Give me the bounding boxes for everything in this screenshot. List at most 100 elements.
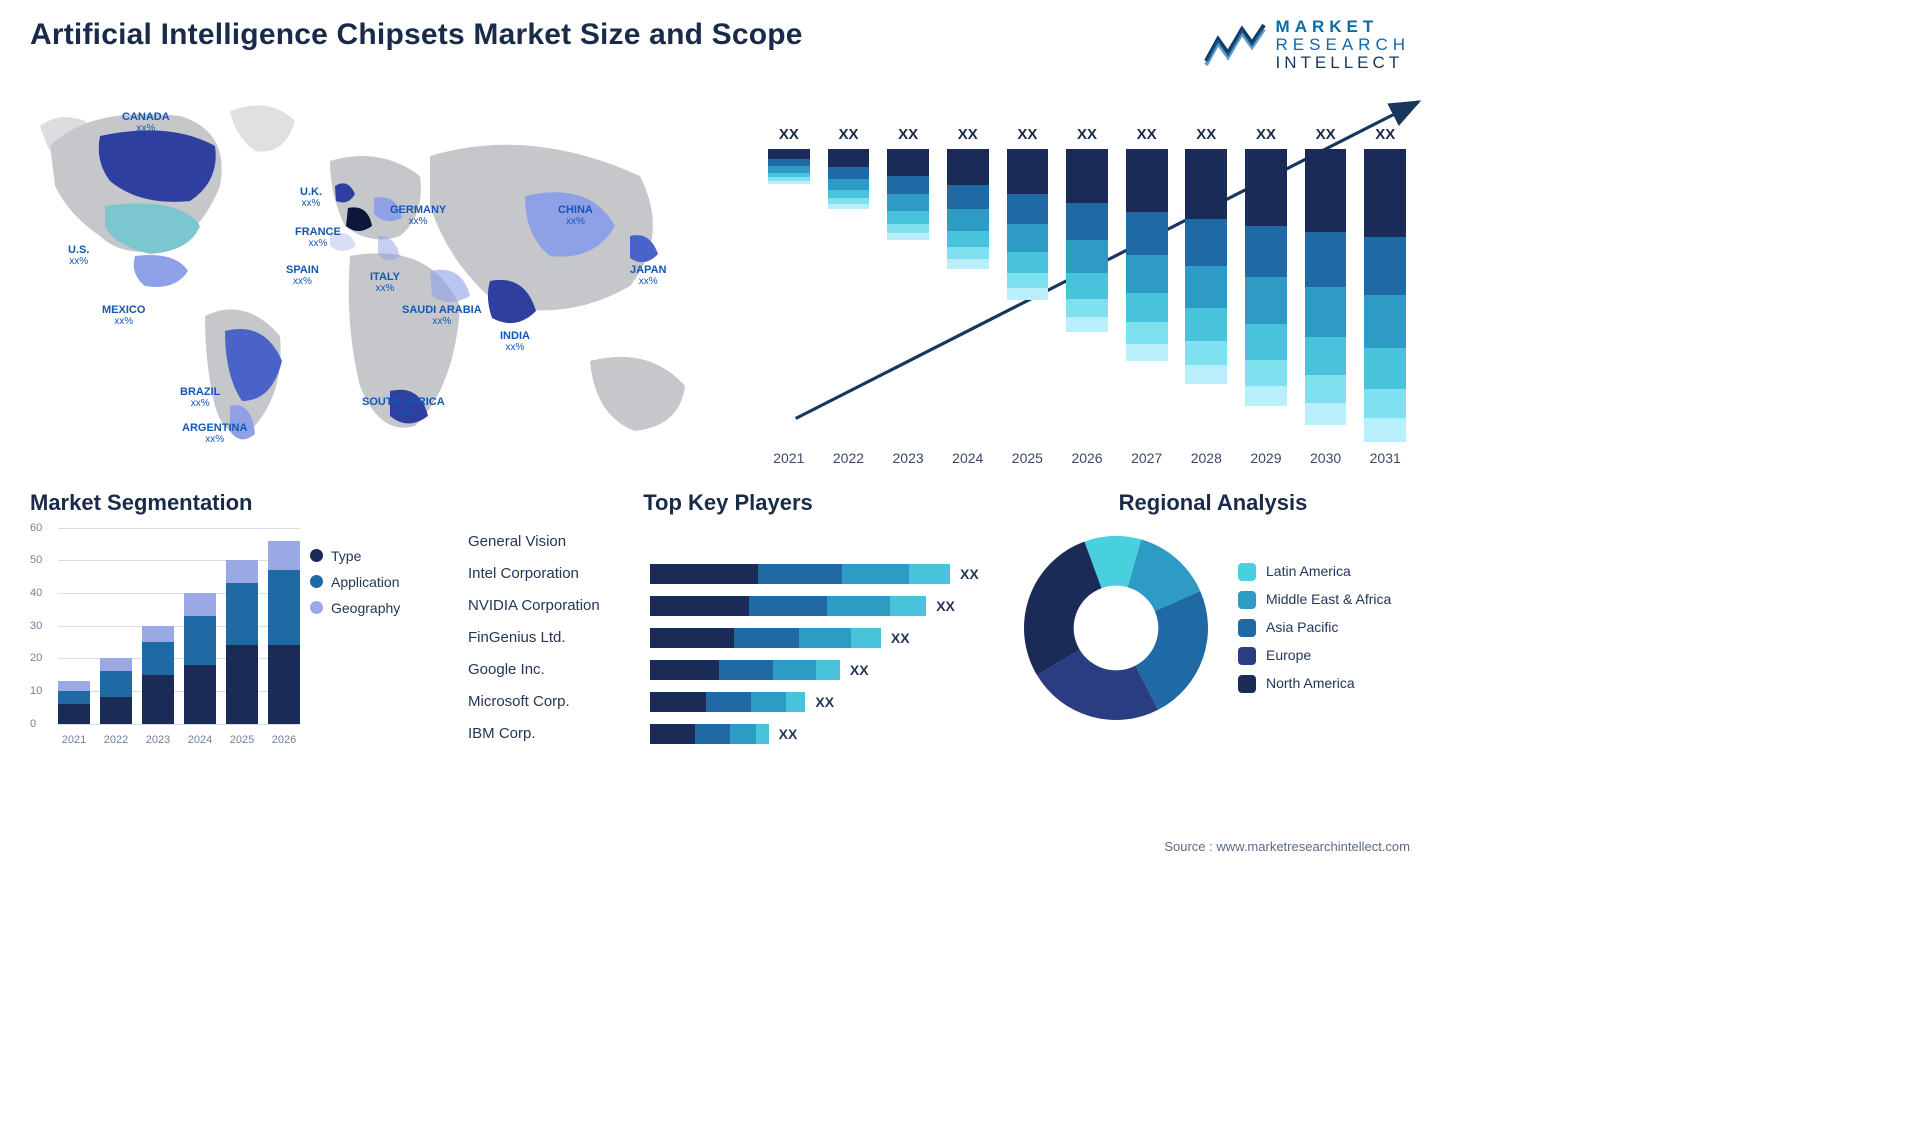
seg-bar-seg — [142, 626, 174, 642]
legend-swatch — [1238, 675, 1256, 693]
seg-x-year: 2025 — [226, 734, 258, 746]
key-players-title: Top Key Players — [468, 490, 988, 516]
legend-swatch — [1238, 647, 1256, 665]
map-label-spain: SPAINxx% — [286, 264, 319, 287]
legend-swatch — [310, 575, 323, 588]
main-bar-seg — [1305, 337, 1347, 376]
kp-bar-seg — [758, 564, 842, 584]
legend-label: Type — [331, 548, 361, 564]
kp-bar — [650, 564, 950, 584]
main-bar-seg — [947, 209, 989, 231]
main-bar-2021: XX — [764, 126, 814, 438]
main-bar-seg — [947, 231, 989, 248]
kp-row: Intel CorporationXX — [468, 560, 988, 588]
main-bar-seg — [1126, 255, 1168, 293]
legend-swatch — [1238, 563, 1256, 581]
main-bar-seg — [768, 159, 810, 166]
seg-bar-seg — [226, 560, 258, 583]
seg-ytick: 30 — [30, 620, 42, 632]
legend-label: Application — [331, 574, 400, 590]
map-label-u-k-: U.K.xx% — [300, 186, 322, 209]
main-bar-seg — [1245, 386, 1287, 407]
main-bar-2024: XX — [943, 126, 993, 438]
main-bar-seg — [828, 149, 870, 167]
main-bar-seg — [1185, 266, 1227, 308]
kp-bar-seg — [706, 692, 751, 712]
kp-bar-seg — [751, 692, 786, 712]
region-legend-item: Middle East & Africa — [1238, 591, 1391, 609]
main-bar-2028: XX — [1181, 126, 1231, 438]
kp-bar-seg — [773, 660, 816, 680]
kp-bar-seg — [749, 596, 827, 616]
main-bar-label: XX — [838, 126, 858, 143]
main-bar-seg — [1007, 288, 1049, 300]
seg-legend-item: Type — [310, 548, 440, 564]
main-bar-2027: XX — [1122, 126, 1172, 438]
kp-bar-seg — [650, 724, 695, 744]
main-bar-seg — [828, 190, 870, 198]
seg-ytick: 60 — [30, 522, 42, 534]
map-label-saudi-arabia: SAUDI ARABIAxx% — [402, 304, 482, 327]
kp-value: XX — [779, 726, 798, 742]
map-label-china: CHINAxx% — [558, 204, 593, 227]
map-label-argentina: ARGENTINAxx% — [182, 422, 247, 445]
seg-x-year: 2023 — [142, 734, 174, 746]
main-bar-seg — [1245, 226, 1287, 278]
legend-label: Geography — [331, 600, 400, 616]
kp-bar-seg — [909, 564, 950, 584]
main-bar-seg — [1007, 224, 1049, 251]
main-xaxis-year: 2024 — [943, 450, 993, 466]
main-bar-seg — [1364, 149, 1406, 237]
kp-bar-seg — [719, 660, 773, 680]
seg-bar-seg — [142, 675, 174, 724]
seg-ytick: 0 — [30, 718, 36, 730]
main-bar-seg — [1185, 308, 1227, 341]
kp-bar-seg — [786, 692, 805, 712]
main-bar-seg — [1185, 149, 1227, 220]
kp-row: FinGenius Ltd.XX — [468, 624, 988, 652]
main-bar-seg — [828, 179, 870, 190]
seg-bar-seg — [184, 665, 216, 724]
main-bar-seg — [1007, 149, 1049, 195]
kp-value: XX — [960, 566, 979, 582]
seg-bar-2026 — [268, 541, 300, 724]
kp-bar-seg — [799, 628, 851, 648]
main-bar-seg — [1066, 240, 1108, 273]
main-bar-seg — [887, 224, 929, 233]
seg-ytick: 50 — [30, 554, 42, 566]
kp-value: XX — [936, 598, 955, 614]
main-bar-seg — [1305, 403, 1347, 425]
seg-legend-item: Geography — [310, 600, 440, 616]
main-xaxis-year: 2027 — [1122, 450, 1172, 466]
kp-bar-seg — [650, 660, 719, 680]
main-bar-2023: XX — [883, 126, 933, 438]
map-label-mexico: MEXICOxx% — [102, 304, 145, 327]
main-bar-label: XX — [898, 126, 918, 143]
map-label-japan: JAPANxx% — [630, 264, 666, 287]
main-barchart: XXXXXXXXXXXXXXXXXXXXXX 20212022202320242… — [738, 86, 1410, 466]
kp-bar-seg — [851, 628, 881, 648]
main-bar-label: XX — [1316, 126, 1336, 143]
main-bar-label: XX — [1196, 126, 1216, 143]
main-bar-label: XX — [1137, 126, 1157, 143]
main-bar-seg — [947, 185, 989, 209]
main-bar-seg — [1364, 237, 1406, 296]
main-bar-label: XX — [1017, 126, 1037, 143]
main-xaxis-year: 2022 — [824, 450, 874, 466]
main-bar-seg — [1066, 203, 1108, 240]
seg-legend-item: Application — [310, 574, 440, 590]
main-bar-seg — [887, 211, 929, 224]
seg-bar-seg — [268, 570, 300, 645]
main-bar-seg — [1007, 273, 1049, 288]
kp-bar — [650, 692, 805, 712]
main-bar-seg — [1305, 149, 1347, 232]
region-legend-item: Latin America — [1238, 563, 1391, 581]
legend-label: Middle East & Africa — [1266, 591, 1391, 608]
brand-mark-icon — [1202, 21, 1266, 69]
key-players-panel: Top Key Players General VisionIntel Corp… — [468, 490, 988, 752]
map-label-canada: CANADAxx% — [122, 111, 170, 134]
main-bar-seg — [947, 259, 989, 269]
kp-row: IBM Corp.XX — [468, 720, 988, 748]
kp-bar — [650, 724, 769, 744]
legend-label: Europe — [1266, 647, 1311, 664]
